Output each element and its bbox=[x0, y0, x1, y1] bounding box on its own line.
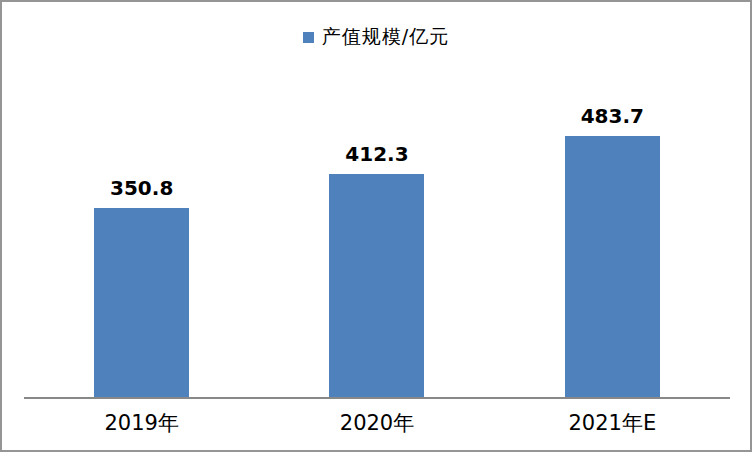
bar-chart: 产值规模/亿元 350.8 412.3 483.7 2019年2020年2021年E bbox=[0, 0, 752, 452]
plot-area: 350.8 412.3 483.7 bbox=[24, 73, 730, 397]
bar-2020年 bbox=[329, 174, 424, 397]
chart-legend: 产值规模/亿元 bbox=[2, 24, 750, 50]
x-axis-line bbox=[24, 397, 730, 399]
x-axis-label: 2019年 bbox=[24, 409, 259, 437]
x-axis-label: 2021年E bbox=[495, 409, 730, 437]
legend-series-label: 产值规模/亿元 bbox=[322, 24, 449, 50]
legend-color-swatch-icon bbox=[303, 32, 314, 43]
x-axis-label: 2020年 bbox=[259, 409, 494, 437]
value-label: 412.3 bbox=[345, 143, 408, 165]
bar-2021年E bbox=[565, 136, 660, 397]
value-label: 483.7 bbox=[581, 105, 644, 127]
bar-2019年 bbox=[94, 208, 189, 397]
category-slot: 350.8 bbox=[24, 73, 259, 397]
category-slot: 412.3 bbox=[259, 73, 494, 397]
x-axis-labels: 2019年2020年2021年E bbox=[24, 409, 730, 437]
category-slot: 483.7 bbox=[495, 73, 730, 397]
value-label: 350.8 bbox=[110, 177, 173, 199]
